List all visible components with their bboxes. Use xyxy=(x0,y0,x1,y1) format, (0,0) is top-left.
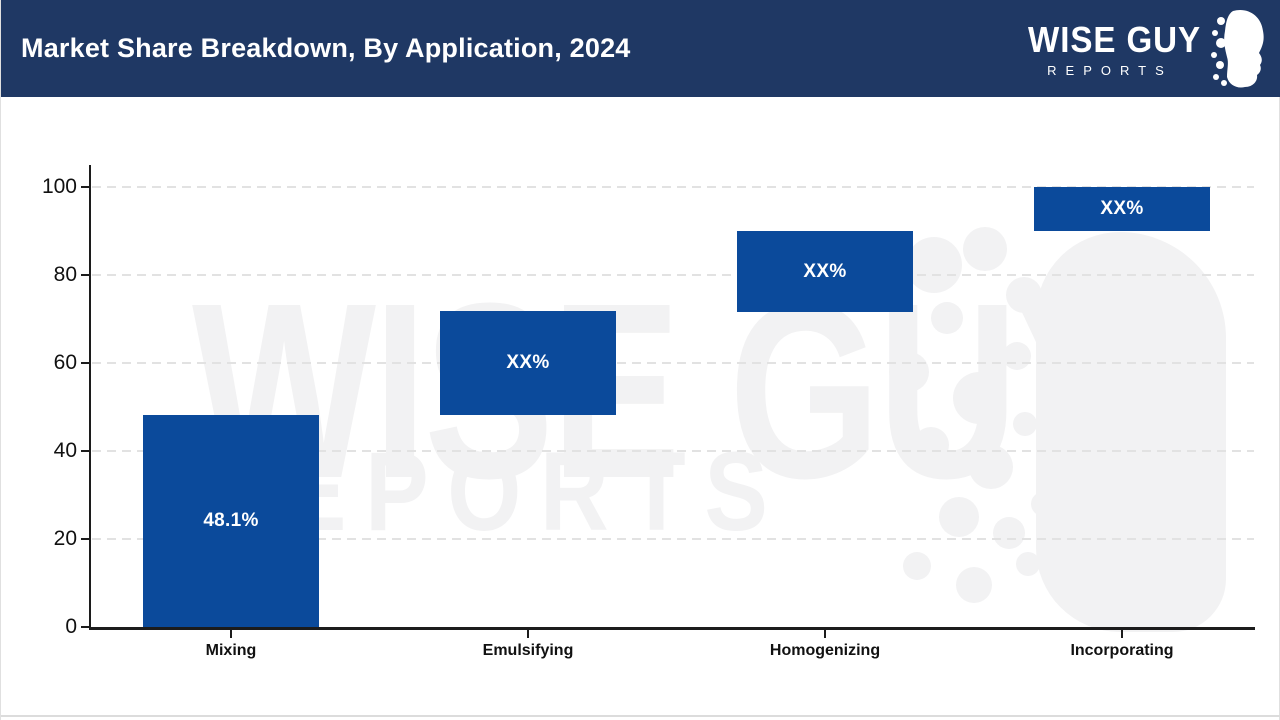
y-tick-label: 100 xyxy=(41,175,77,198)
x-tick-mark xyxy=(1121,630,1123,638)
y-tick-label: 20 xyxy=(53,527,77,550)
watermark-dot xyxy=(889,352,929,392)
bar-value-label: XX% xyxy=(1100,198,1144,219)
gridline-100 xyxy=(92,186,1254,188)
y-tick-mark xyxy=(81,186,90,188)
bar-homogenizing: XX% xyxy=(737,231,913,312)
gridline-40 xyxy=(92,450,1254,452)
x-tick-mark xyxy=(230,630,232,638)
y-axis-spine xyxy=(89,165,91,629)
y-tick-mark xyxy=(81,450,90,452)
bar-value-label: 48.1% xyxy=(203,510,259,531)
logo-face-icon xyxy=(1211,9,1264,88)
gridline-80 xyxy=(92,274,1254,276)
y-tick-label: 0 xyxy=(65,615,77,638)
y-tick-label: 60 xyxy=(53,351,77,374)
watermark-dot xyxy=(963,227,1007,271)
watermark-dot xyxy=(906,237,962,293)
y-tick-mark xyxy=(81,362,90,364)
bar-value-label: XX% xyxy=(506,352,550,373)
watermark-dot xyxy=(1003,342,1031,370)
y-tick-label: 40 xyxy=(53,439,77,462)
category-label-emulsifying: Emulsifying xyxy=(482,642,574,659)
page-title: Market Share Breakdown, By Application, … xyxy=(21,33,631,63)
watermark-dot xyxy=(1031,492,1055,516)
bar-value-label: XX% xyxy=(803,260,847,282)
category-label-incorporating: Incorporating xyxy=(1070,642,1174,659)
watermark-dot xyxy=(969,445,1013,489)
watermark-dot xyxy=(931,302,963,334)
watermark-dot xyxy=(993,517,1025,549)
wise-guy-logo: WISE GUY REPORTS xyxy=(1013,0,1267,97)
category-label-homogenizing: Homogenizing xyxy=(769,642,881,659)
gridline-60 xyxy=(92,362,1254,364)
watermark-dot xyxy=(903,552,931,580)
watermark-dot xyxy=(913,427,949,463)
x-axis-spine xyxy=(89,627,1255,630)
watermark-dot xyxy=(956,567,992,603)
y-tick-mark xyxy=(81,538,90,540)
y-tick-mark xyxy=(81,274,90,276)
x-tick-mark xyxy=(824,630,826,638)
logo-wordmark-line1: WISE GUY xyxy=(1028,19,1201,60)
bar-incorporating: XX% xyxy=(1034,187,1210,231)
category-label-mixing: Mixing xyxy=(205,642,257,659)
logo-wordmark: WISE GUY REPORTS xyxy=(1013,19,1201,78)
watermark: WISE GUY REPORTS xyxy=(1,97,1280,717)
watermark-dot xyxy=(953,372,1005,424)
x-tick-mark xyxy=(527,630,529,638)
bar-emulsifying: XX% xyxy=(440,311,616,415)
logo-wordmark-line2: REPORTS xyxy=(1047,63,1173,78)
watermark-dot xyxy=(1016,552,1040,576)
header: Market Share Breakdown, By Application, … xyxy=(1,0,1280,97)
y-tick-mark xyxy=(81,626,90,628)
bar-mixing: 48.1% xyxy=(143,415,319,627)
gridline-20 xyxy=(92,538,1254,540)
y-tick-label: 80 xyxy=(53,263,77,286)
watermark-head-shape xyxy=(1036,232,1226,632)
watermark-dot xyxy=(1013,412,1037,436)
watermark-dot xyxy=(939,497,979,537)
watermark-dot xyxy=(1006,277,1042,313)
bottom-border xyxy=(1,715,1280,717)
